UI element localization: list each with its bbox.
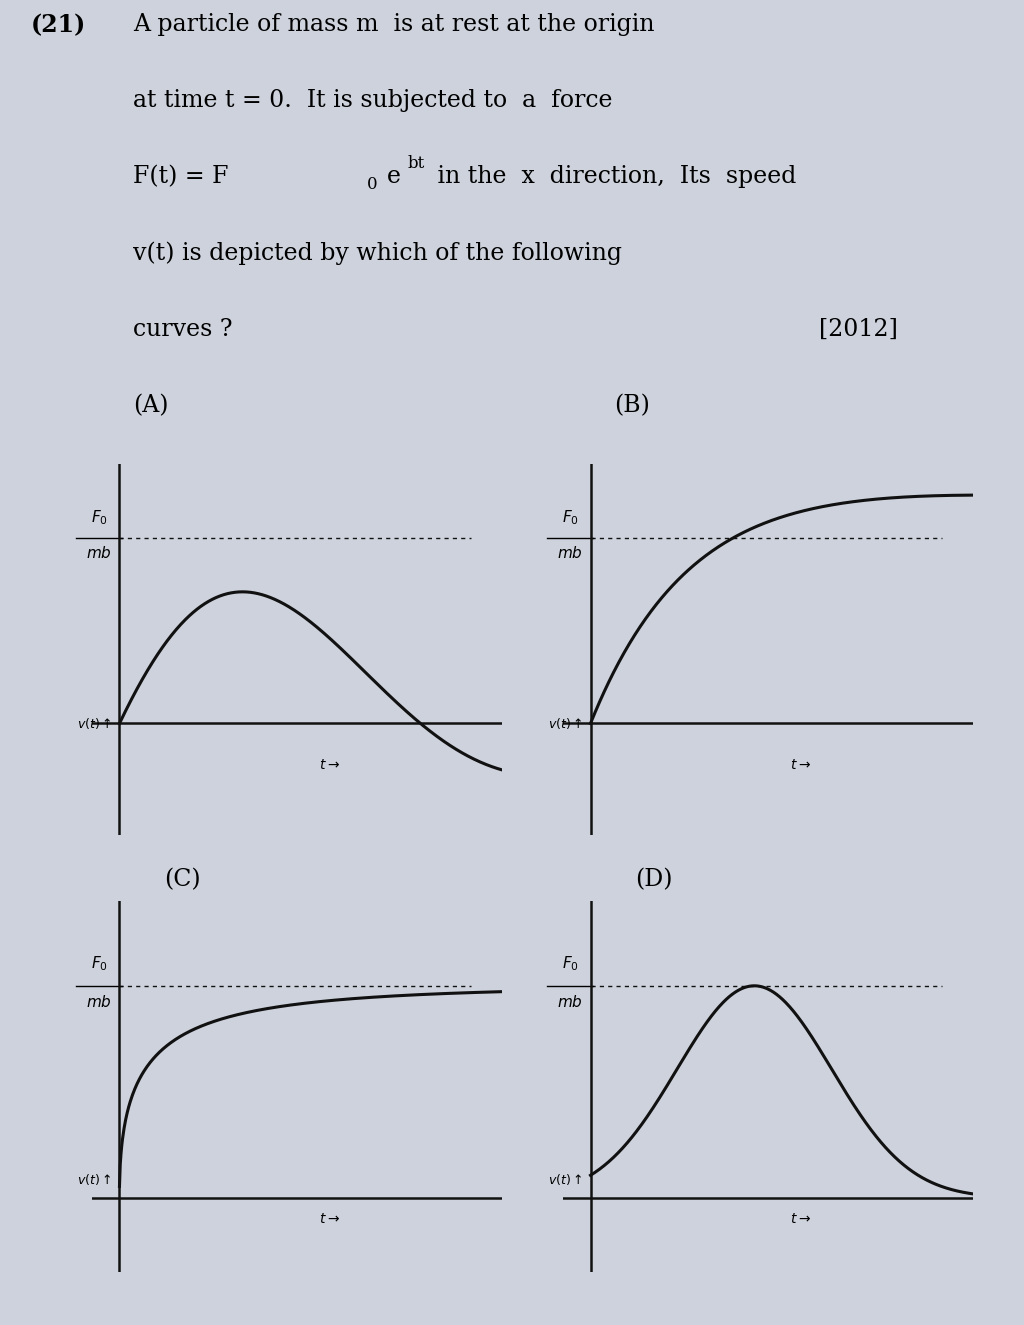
Text: $t\rightarrow$: $t\rightarrow$ (791, 1212, 811, 1227)
Text: $v(t)\uparrow$: $v(t)\uparrow$ (548, 716, 583, 731)
Text: $v(t)\uparrow$: $v(t)\uparrow$ (77, 716, 112, 731)
Text: (A): (A) (133, 395, 169, 417)
Text: $F_0$: $F_0$ (561, 954, 579, 973)
Text: [2012]: [2012] (819, 318, 898, 341)
Text: $mb$: $mb$ (557, 994, 583, 1010)
Text: $F_0$: $F_0$ (90, 507, 108, 527)
Text: $t\rightarrow$: $t\rightarrow$ (319, 758, 340, 771)
Text: $t\rightarrow$: $t\rightarrow$ (791, 758, 811, 771)
Text: $v(t)\uparrow$: $v(t)\uparrow$ (548, 1171, 583, 1187)
Text: $mb$: $mb$ (557, 546, 583, 562)
Text: $F_0$: $F_0$ (90, 954, 108, 973)
Text: $mb$: $mb$ (86, 546, 112, 562)
Text: (21): (21) (31, 13, 86, 37)
Text: in the  x  direction,  Its  speed: in the x direction, Its speed (430, 166, 797, 188)
Text: $mb$: $mb$ (86, 994, 112, 1010)
Text: $F_0$: $F_0$ (561, 507, 579, 527)
Text: bt: bt (408, 155, 425, 172)
Text: (D): (D) (635, 868, 673, 890)
Text: 0: 0 (367, 176, 377, 193)
Text: $v(t)\uparrow$: $v(t)\uparrow$ (77, 1171, 112, 1187)
Text: curves ?: curves ? (133, 318, 232, 341)
Text: (B): (B) (614, 395, 650, 417)
Text: at time t = 0.  It is subjected to  a  force: at time t = 0. It is subjected to a forc… (133, 89, 612, 113)
Text: $t\rightarrow$: $t\rightarrow$ (319, 1212, 340, 1227)
Text: (C): (C) (164, 868, 201, 890)
Text: F(t) = F: F(t) = F (133, 166, 228, 188)
Text: e: e (387, 166, 401, 188)
Text: A particle of mass m  is at rest at the origin: A particle of mass m is at rest at the o… (133, 13, 654, 36)
Text: v(t) is depicted by which of the following: v(t) is depicted by which of the followi… (133, 241, 623, 265)
